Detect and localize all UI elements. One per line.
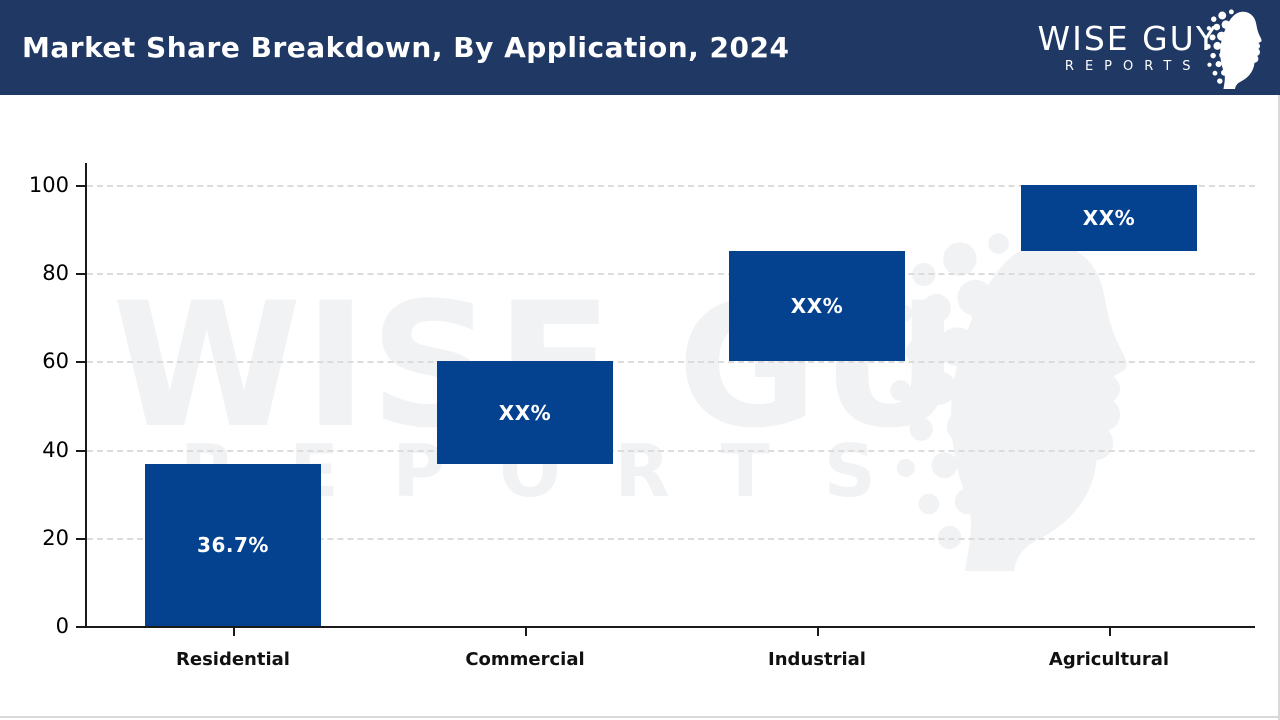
y-tick-label: 40: [42, 437, 69, 462]
logo-subtitle: REPORTS: [1064, 59, 1202, 74]
x-tick-mark: [233, 628, 235, 636]
bar-industrial: XX%: [729, 251, 905, 362]
bar-value-label: XX%: [498, 400, 552, 425]
y-tick-label: 80: [42, 261, 69, 286]
logo-wordmark: WISE GUY: [1037, 19, 1218, 58]
y-tick-label: 20: [42, 525, 69, 550]
x-tick-mark: [817, 628, 819, 636]
gridline: [87, 449, 1255, 452]
watermark-head-dots-icon: [890, 233, 1127, 571]
bar-commercial: XX%: [437, 361, 613, 465]
y-tick-label: 60: [42, 349, 69, 374]
y-tick-mark: [76, 449, 85, 452]
frame-border-right-icon: [1278, 95, 1280, 720]
header-banner: Market Share Breakdown, By Application, …: [0, 0, 1280, 95]
x-tick-mark: [525, 628, 527, 636]
logo-head-dots-icon: [1205, 8, 1262, 89]
y-tick-mark: [76, 273, 85, 276]
x-axis-label-residential: Residential: [176, 649, 290, 670]
gridline: [87, 273, 1255, 276]
gridline: [87, 537, 1255, 540]
chart-canvas: WISE GUY REPORTS 0 20 40 60 80 100 36.7% Reside…: [0, 95, 1280, 720]
bar-residential: 36.7%: [145, 464, 321, 626]
chart-title: Market Share Breakdown, By Application, …: [22, 31, 790, 64]
y-tick-mark: [76, 537, 85, 540]
x-axis-label-commercial: Commercial: [465, 649, 585, 670]
bar-value-label: 36.7%: [197, 533, 269, 558]
plot-area: 0 20 40 60 80 100 36.7% Residential XX% Commercia…: [29, 163, 1255, 670]
y-tick-label: 100: [28, 173, 69, 198]
x-axis-label-industrial: Industrial: [768, 649, 866, 670]
y-tick-mark: [76, 626, 85, 628]
gridline: [87, 361, 1255, 364]
frame-border-bottom-icon: [0, 716, 1280, 718]
y-tick-mark: [76, 361, 85, 364]
bar-value-label: XX%: [1082, 206, 1136, 231]
y-tick-mark: [76, 185, 85, 188]
y-tick-label: 0: [55, 614, 69, 638]
brand-logo-text: WISE GUY REPORTS: [1037, 22, 1218, 73]
bar-agricultural: XX%: [1021, 185, 1197, 252]
gridline: [87, 185, 1255, 188]
x-tick-mark: [1109, 628, 1111, 636]
brand-logo: WISE GUY REPORTS: [1037, 7, 1266, 89]
bar-value-label: XX%: [790, 294, 844, 319]
x-axis-label-agricultural: Agricultural: [1048, 649, 1170, 670]
